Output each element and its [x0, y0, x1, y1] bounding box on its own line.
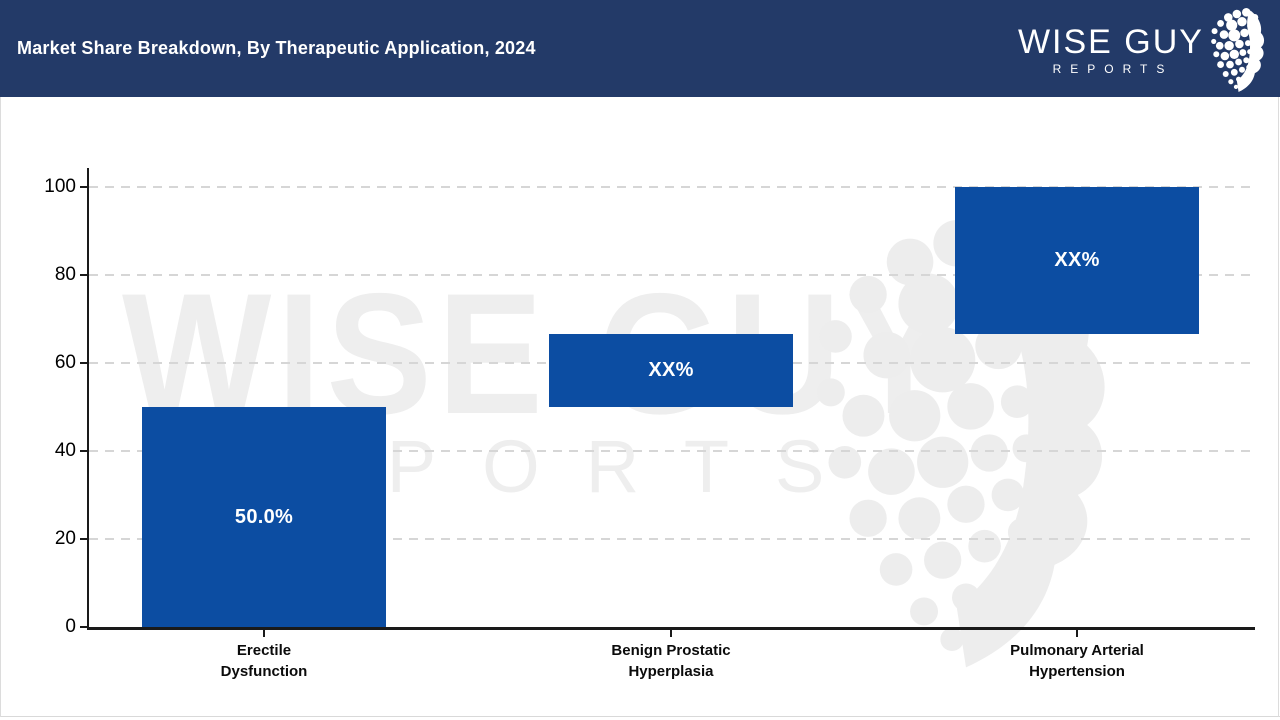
bar-benign-prostatic-hyperplasia: XX% [549, 333, 793, 407]
bottom-border-line [0, 716, 1280, 717]
bar-value-label: XX% [1054, 248, 1100, 271]
x-tick-mark [263, 630, 265, 637]
bar-value-label: 50.0% [234, 505, 294, 528]
logo-subtitle: REPORTS [1052, 62, 1174, 76]
bar-erectile-dysfunction: 50.0% [142, 407, 386, 627]
y-tick-label: 40 [54, 440, 76, 461]
gridline [89, 538, 1255, 540]
bar-value-label: XX% [648, 358, 694, 381]
y-tick-label: 20 [54, 528, 76, 549]
gridline [89, 274, 1255, 276]
y-axis-line [87, 168, 89, 629]
logo-name: WISE GUY [1017, 23, 1204, 61]
x-tick-mark [1076, 630, 1078, 637]
dotted-head-icon [1211, 8, 1265, 93]
wise-guy-reports-logo: WISE GUY REPORTS [1018, 6, 1266, 94]
x-category-label: Benign Prostatic Hyperplasia [611, 642, 731, 680]
y-tick-label: 0 [65, 616, 76, 637]
y-tick-mark [80, 450, 87, 452]
logo-text: WISE GUY REPORTS [1018, 24, 1204, 76]
y-tick-mark [80, 626, 87, 628]
x-tick-mark [670, 630, 672, 637]
right-border-line [1278, 97, 1279, 717]
y-tick-label: 80 [54, 264, 76, 285]
y-tick-mark [80, 362, 87, 364]
y-tick-label: 60 [54, 352, 76, 373]
x-category-label: Pulmonary Arterial Hypertension [1010, 642, 1144, 680]
y-tick-mark [80, 186, 87, 188]
left-border-line [0, 97, 1, 717]
x-axis-line [87, 627, 1255, 630]
x-category-label: Erectile Dysfunction [220, 642, 308, 680]
chart-title: Market Share Breakdown, By Therapeutic A… [17, 38, 536, 58]
y-tick-mark [80, 538, 87, 540]
y-tick-mark [80, 274, 87, 276]
bar-pulmonary-arterial-hypertension: XX% [955, 187, 1199, 334]
header-band: Market Share Breakdown, By Therapeutic A… [0, 0, 1280, 97]
y-tick-label: 100 [44, 176, 76, 197]
gridline [89, 186, 1255, 188]
gridline [89, 450, 1255, 452]
